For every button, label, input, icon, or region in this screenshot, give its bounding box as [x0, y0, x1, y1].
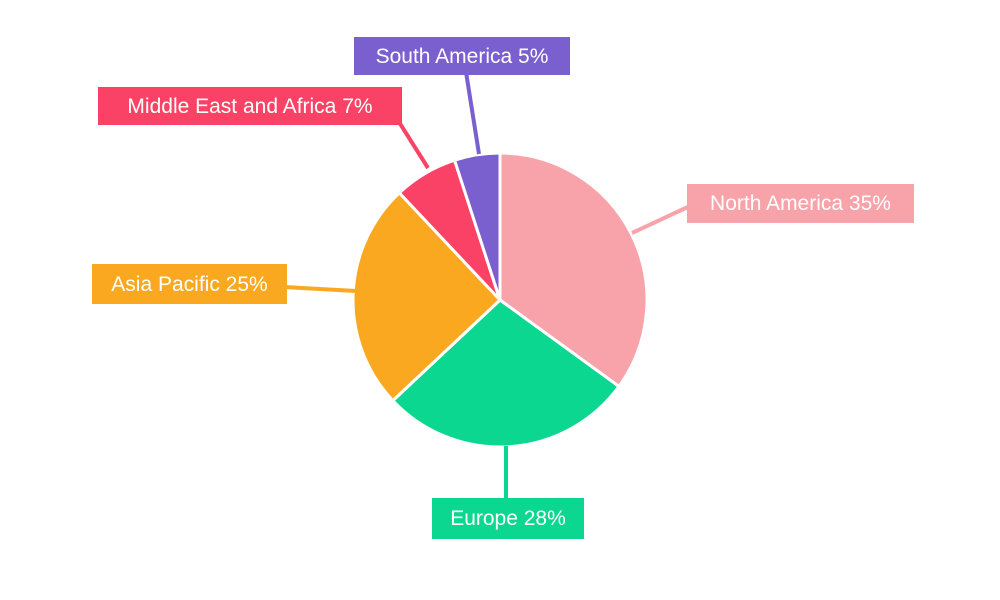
pie-label-middle-east-and-africa: Middle East and Africa 7% [98, 87, 402, 125]
leader-line-asia-pacific [283, 285, 357, 293]
pie-slice-north-america[interactable] [498, 151, 649, 389]
leader-line-middle-east-and-africa [397, 120, 430, 170]
pie-label-europe: Europe 28% [432, 498, 584, 539]
pie-slice-south-america[interactable] [452, 151, 502, 301]
pie-label-south-america: South America 5% [354, 37, 570, 75]
pie-label-asia-pacific: Asia Pacific 25% [92, 264, 287, 304]
pie-label-north-america: North America 35% [687, 184, 914, 223]
pie-slice-asia-pacific[interactable] [351, 190, 503, 403]
leader-line-north-america [631, 204, 691, 235]
pie-slice-europe[interactable] [390, 298, 622, 449]
leader-line-south-america [464, 71, 481, 155]
